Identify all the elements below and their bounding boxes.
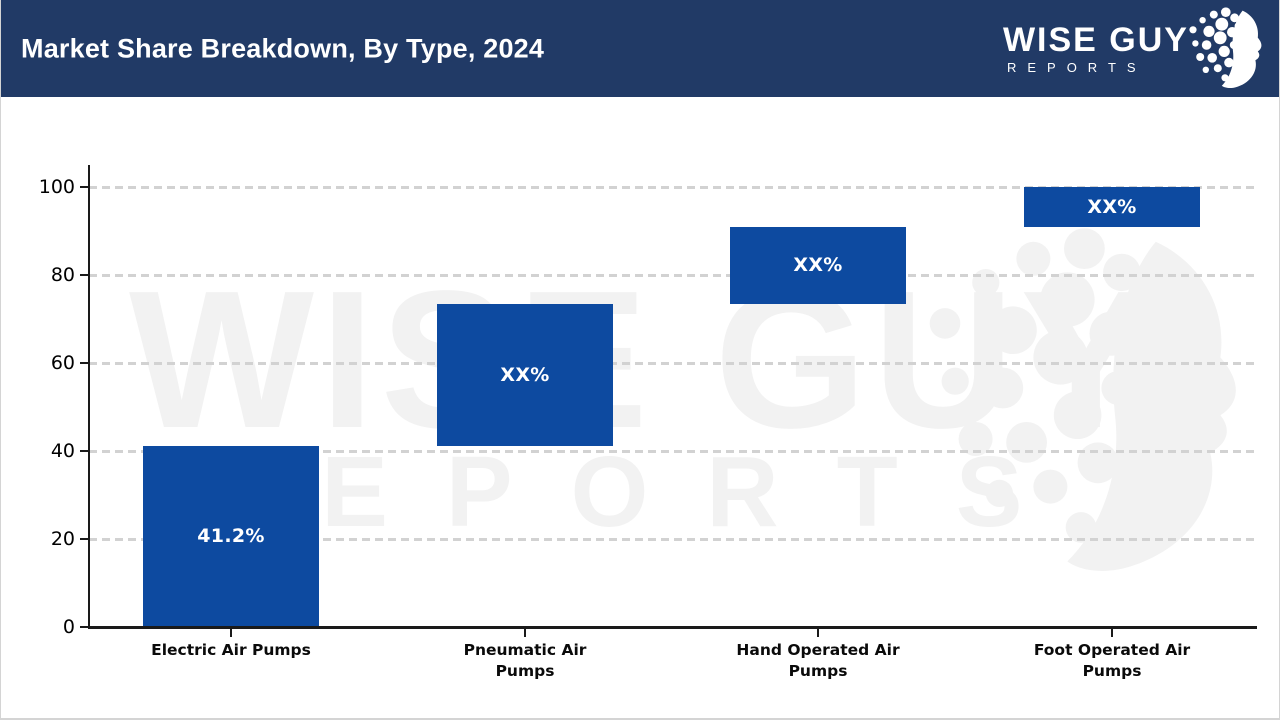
x-category-label-line: Electric Air Pumps [151, 641, 311, 659]
x-tick-mark [524, 629, 526, 637]
gridline-y100 [89, 186, 1257, 189]
y-tick-label: 100 [38, 176, 75, 198]
x-category-label-line: Pumps [1082, 662, 1142, 680]
bar-segment: XX% [730, 226, 906, 304]
y-tick-label: 0 [62, 616, 75, 638]
y-tick-label: 60 [50, 352, 75, 374]
x-category-label: Pneumatic Air Pumps [400, 640, 650, 682]
y-tick-mark [80, 186, 88, 188]
bar-value-label: 41.2% [197, 525, 265, 548]
bar-value-label: XX% [500, 363, 550, 386]
x-category-label: Foot Operated Air Pumps [987, 640, 1237, 682]
y-tick-label: 20 [50, 528, 75, 550]
x-category-label-line: Pumps [788, 662, 848, 680]
x-category-label-line: Hand Operated Air [736, 641, 900, 659]
x-category-label: Hand Operated Air Pumps [693, 640, 943, 682]
gridline-y80 [89, 274, 1257, 277]
x-tick-mark [1111, 629, 1113, 637]
bar-segment: XX% [437, 303, 613, 446]
x-category-label: Electric Air Pumps [106, 640, 356, 661]
x-category-label-line: Foot Operated Air [1033, 641, 1191, 659]
gridline-y60 [89, 362, 1257, 365]
x-axis-line [88, 626, 1257, 629]
bar-value-label: XX% [1087, 195, 1137, 218]
x-category-label-line: Pumps [495, 662, 555, 680]
logo-subtitle: REPORTS [1006, 59, 1147, 75]
y-tick-mark [80, 538, 88, 540]
bar-value-label: XX% [793, 254, 843, 277]
y-tick-mark [80, 626, 88, 628]
watermark-subtitle: REPORTS [191, 436, 1081, 548]
y-tick-label: 40 [50, 440, 75, 462]
logo-head-icon [1185, 7, 1265, 91]
header: Market Share Breakdown, By Type, 2024 WI… [1, 0, 1279, 97]
x-tick-mark [817, 629, 819, 637]
watermark-head-icon [911, 205, 1251, 605]
bar-segment: XX% [1024, 187, 1200, 227]
brand-logo-text: WISE GUY REPORTS [1003, 23, 1189, 75]
gridline-y40 [89, 450, 1257, 453]
y-tick-label: 80 [50, 264, 75, 286]
gridline-y20 [89, 538, 1257, 541]
page-title: Market Share Breakdown, By Type, 2024 [21, 33, 545, 63]
bar-segment: 41.2% [143, 445, 319, 627]
y-tick-mark [80, 362, 88, 364]
x-category-label-line: Pneumatic Air [463, 641, 587, 659]
x-tick-mark [230, 629, 232, 637]
brand-logo: WISE GUY REPORTS [1003, 0, 1265, 97]
y-tick-mark [80, 450, 88, 452]
logo-wordmark: WISE GUY [1002, 20, 1189, 59]
y-axis-line [88, 165, 90, 627]
y-tick-mark [80, 274, 88, 276]
